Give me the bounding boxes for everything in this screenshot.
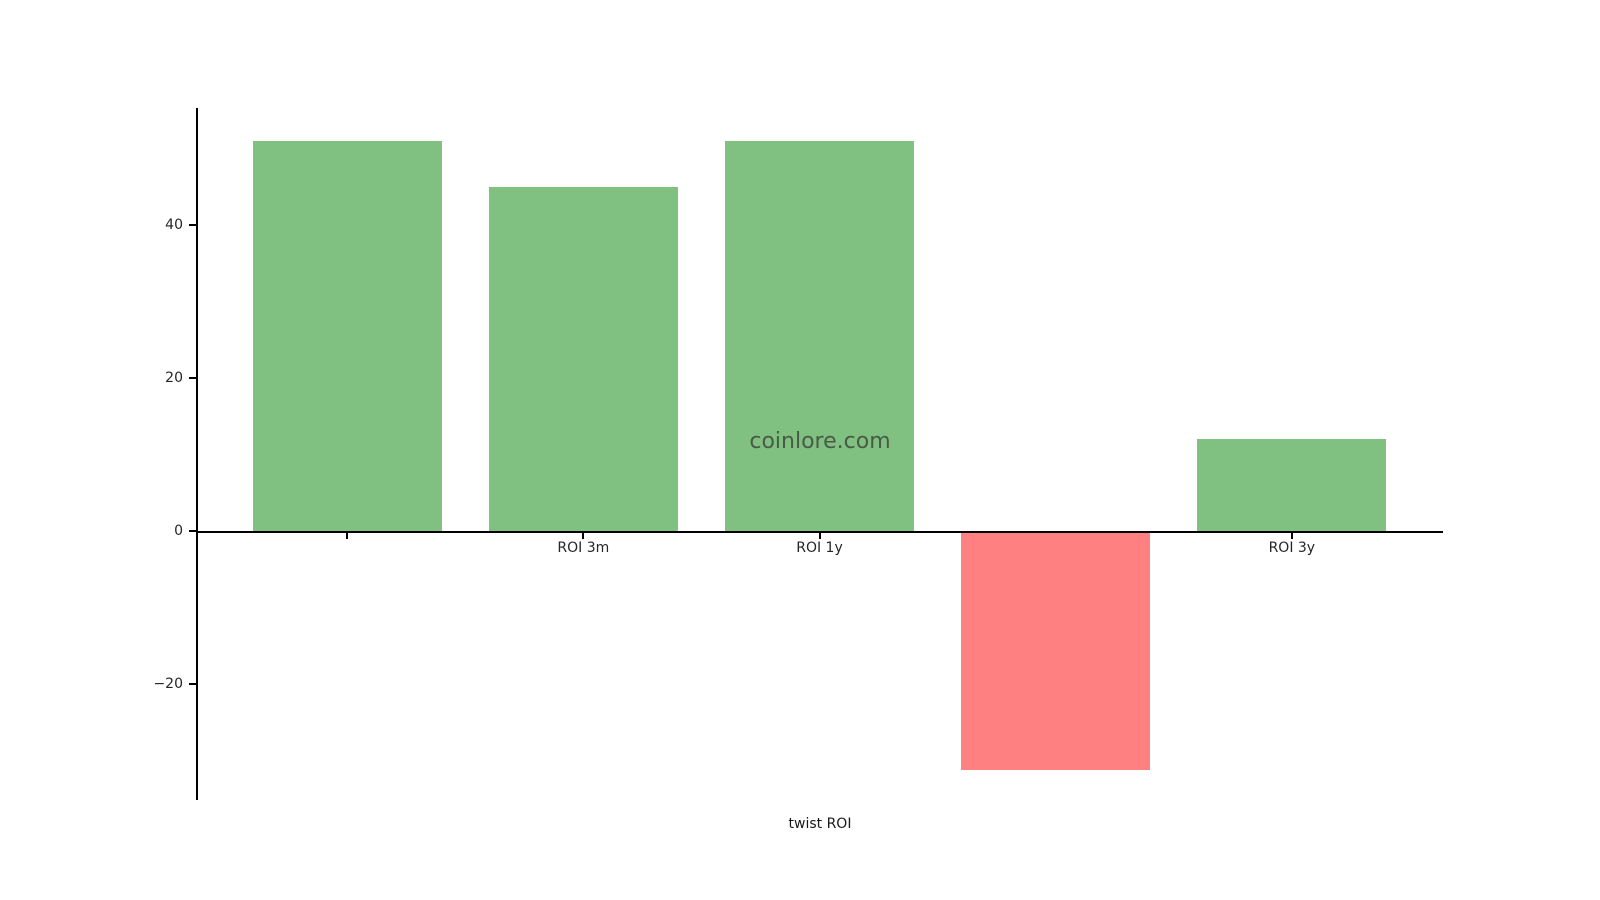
x-axis-title: twist ROI xyxy=(788,816,852,832)
x-tick-mark xyxy=(582,533,585,539)
y-tick-mark xyxy=(189,376,196,379)
y-tick-mark xyxy=(189,682,196,685)
x-tick-label: ROI 3m xyxy=(557,540,610,556)
y-tick-mark xyxy=(189,223,196,226)
x-tick-mark xyxy=(818,533,821,539)
y-axis-line xyxy=(196,108,198,800)
x-tick-mark xyxy=(346,533,349,539)
y-tick-label: 20 xyxy=(165,369,183,386)
bar-col-4 xyxy=(961,532,1151,770)
bar-roi-1y xyxy=(725,140,914,531)
x-axis-line xyxy=(196,531,1443,533)
x-tick-mark xyxy=(1290,533,1293,539)
bar-col-1 xyxy=(252,140,442,531)
bar-roi-3m xyxy=(488,186,678,531)
y-tick-label: 0 xyxy=(174,522,183,539)
y-tick-mark xyxy=(189,529,196,532)
x-tick-label: ROI 1y xyxy=(796,540,843,556)
x-tick-label: ROI 3y xyxy=(1268,540,1316,556)
watermark-text: coinlore.com xyxy=(749,429,891,454)
y-tick-label: 40 xyxy=(165,216,183,233)
bar-roi-3y xyxy=(1197,439,1387,531)
y-tick-label: −20 xyxy=(153,675,183,692)
